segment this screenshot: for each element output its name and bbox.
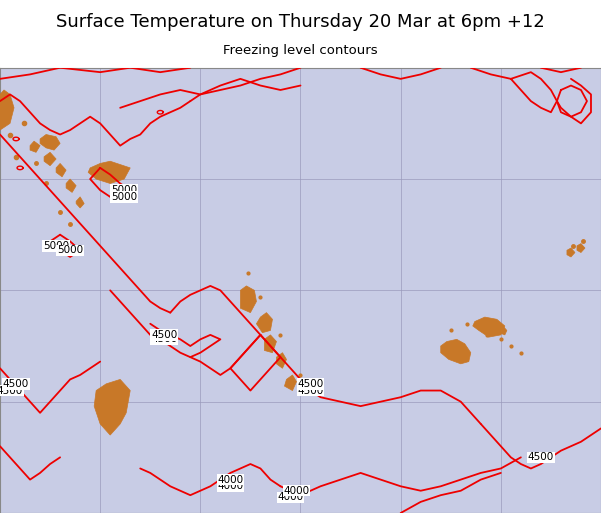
Text: 4000: 4000 <box>218 481 243 491</box>
Text: Surface Temperature on Thursday 20 Mar at 6pm +12: Surface Temperature on Thursday 20 Mar a… <box>56 13 545 31</box>
Text: 4000: 4000 <box>278 492 304 502</box>
Polygon shape <box>30 141 40 152</box>
Polygon shape <box>264 335 276 353</box>
Polygon shape <box>577 244 585 252</box>
Text: 4000: 4000 <box>284 486 310 496</box>
Polygon shape <box>567 248 575 257</box>
Polygon shape <box>441 339 471 364</box>
Polygon shape <box>88 161 130 184</box>
Text: 4500: 4500 <box>297 386 324 396</box>
Text: 5000: 5000 <box>57 245 83 255</box>
Polygon shape <box>56 164 66 177</box>
Text: 4500: 4500 <box>0 386 23 396</box>
Text: 5000: 5000 <box>111 192 137 202</box>
Polygon shape <box>94 380 130 435</box>
Text: 4000: 4000 <box>218 475 243 485</box>
Text: 4500: 4500 <box>151 334 177 344</box>
Polygon shape <box>276 353 287 368</box>
Polygon shape <box>473 317 505 337</box>
Text: 4500: 4500 <box>528 452 554 462</box>
Text: 4500: 4500 <box>3 379 29 389</box>
Text: 5000: 5000 <box>111 185 137 195</box>
Polygon shape <box>40 134 60 150</box>
Polygon shape <box>66 179 76 192</box>
Text: 4500: 4500 <box>151 330 177 340</box>
Text: 4500: 4500 <box>528 452 554 462</box>
Polygon shape <box>499 326 507 335</box>
Polygon shape <box>76 197 84 208</box>
Polygon shape <box>284 375 296 390</box>
Polygon shape <box>44 152 56 166</box>
Polygon shape <box>240 286 257 312</box>
Polygon shape <box>257 312 272 332</box>
Text: 4500: 4500 <box>297 379 324 389</box>
Text: Freezing level contours: Freezing level contours <box>223 44 378 57</box>
Polygon shape <box>0 90 14 130</box>
Text: 5000: 5000 <box>43 241 69 251</box>
